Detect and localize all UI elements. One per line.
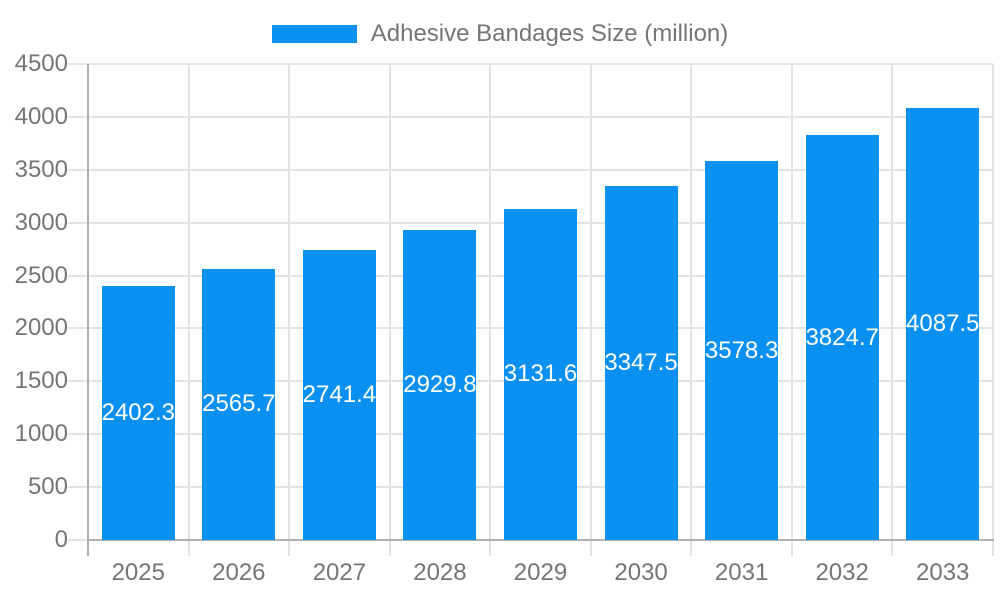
- y-gridline: [88, 115, 993, 118]
- x-gridline: [589, 64, 592, 540]
- x-tick-mark: [388, 540, 391, 556]
- y-tick-label: 4500: [14, 50, 68, 77]
- y-tick-mark: [68, 63, 88, 65]
- x-tick-label: 2030: [614, 559, 668, 586]
- bar: [101, 285, 175, 540]
- y-tick-label: 1000: [14, 420, 68, 448]
- x-tick-mark: [187, 540, 190, 556]
- bar-value-label: 3824.7: [805, 323, 879, 351]
- y-tick-label: 500: [27, 473, 68, 501]
- x-tick-label: 2031: [714, 559, 769, 586]
- x-tick-mark: [891, 540, 894, 556]
- y-tick-mark: [68, 221, 88, 224]
- x-tick-mark: [87, 540, 89, 556]
- x-gridline: [992, 64, 994, 540]
- x-tick-mark: [489, 540, 492, 556]
- x-gridline: [891, 64, 894, 540]
- y-tick-mark: [68, 380, 88, 383]
- y-gridline: [88, 63, 993, 65]
- bar-value-label: 4087.5: [906, 309, 980, 337]
- y-tick-label: 2000: [14, 314, 68, 342]
- bar-value-label: 2565.7: [202, 390, 276, 418]
- bar: [504, 208, 577, 540]
- bar-value-label: 2402.3: [101, 398, 175, 426]
- bar: [705, 161, 779, 540]
- x-tick-label: 2033: [916, 559, 970, 586]
- bar: [302, 250, 376, 540]
- bar-value-label: 2929.8: [403, 371, 477, 399]
- y-tick-label: 3500: [14, 155, 68, 183]
- y-tick-mark: [68, 168, 88, 171]
- x-tick-mark: [690, 540, 693, 556]
- bar-value-label: 3131.6: [503, 360, 578, 388]
- x-tick-label: 2026: [212, 559, 266, 586]
- x-gridline: [187, 64, 190, 540]
- bar: [805, 135, 879, 540]
- x-tick-mark: [589, 540, 592, 556]
- y-tick-label: 0: [54, 526, 68, 553]
- y-tick-mark: [68, 274, 88, 277]
- y-tick-label: 4000: [14, 102, 68, 130]
- bar: [403, 230, 477, 540]
- y-tick-mark: [68, 539, 88, 541]
- x-gridline: [790, 64, 793, 540]
- x-gridline: [388, 64, 391, 540]
- x-tick-label: 2025: [111, 559, 165, 586]
- x-tick-mark: [790, 540, 793, 556]
- y-tick-mark: [68, 486, 88, 489]
- x-tick-mark: [288, 540, 291, 556]
- y-tick-label: 3000: [14, 208, 68, 236]
- y-axis-line: [87, 64, 89, 540]
- y-tick-mark: [68, 327, 88, 330]
- x-gridline: [489, 64, 492, 540]
- x-tick-label: 2027: [312, 559, 367, 586]
- y-gridline: [88, 168, 993, 171]
- bar: [604, 185, 678, 540]
- x-tick-label: 2029: [513, 559, 568, 586]
- y-tick-mark: [68, 115, 88, 118]
- bar-value-label: 3347.5: [604, 348, 678, 376]
- y-tick-label: 2500: [14, 261, 68, 289]
- x-tick-mark: [992, 540, 994, 556]
- x-tick-label: 2028: [413, 559, 467, 586]
- bar: [906, 107, 980, 540]
- x-gridline: [690, 64, 693, 540]
- bar: [202, 268, 276, 540]
- legend-label: Adhesive Bandages Size (million): [370, 20, 729, 47]
- x-gridline: [288, 64, 291, 540]
- bar-value-label: 3578.3: [704, 336, 779, 364]
- x-axis-line: [87, 539, 994, 541]
- y-tick-label: 1500: [14, 367, 68, 395]
- bar-value-label: 2741.4: [302, 381, 377, 408]
- legend: Adhesive Bandages Size (million): [0, 19, 1000, 49]
- legend-swatch: [271, 25, 357, 43]
- x-tick-label: 2032: [815, 559, 869, 586]
- y-tick-mark: [68, 433, 88, 436]
